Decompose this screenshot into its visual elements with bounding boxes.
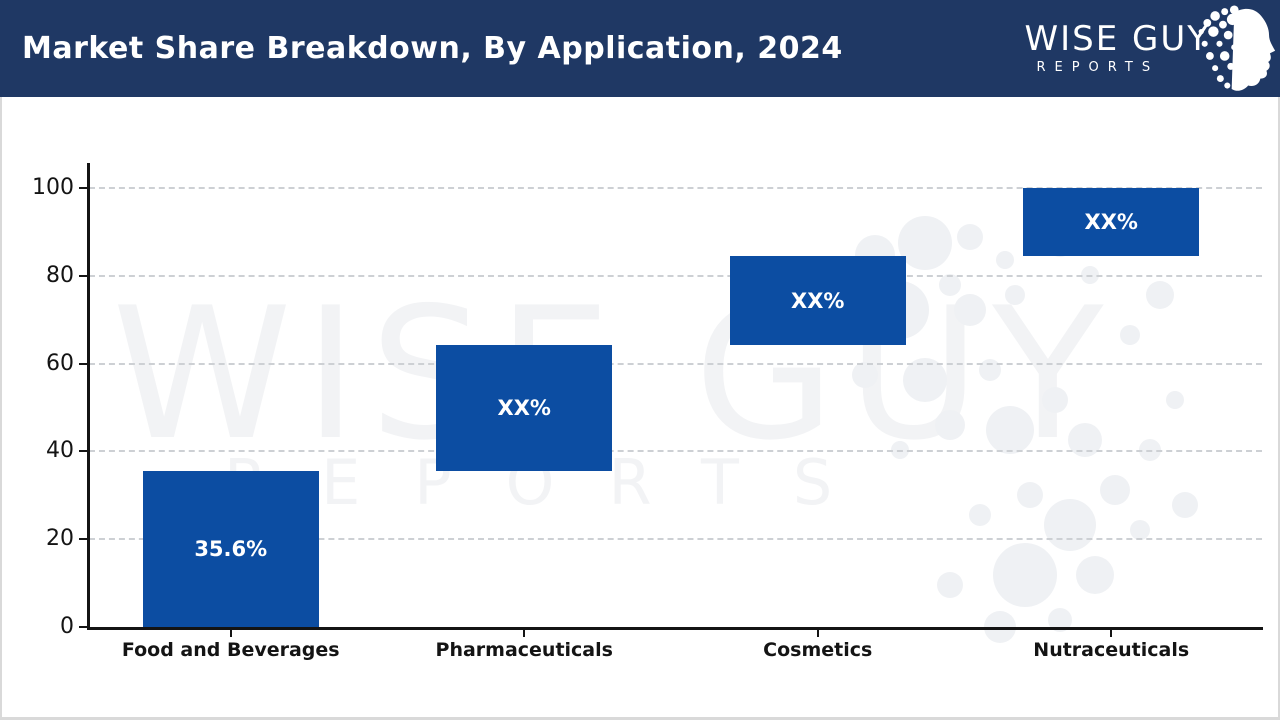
y-tick-20 <box>79 538 87 541</box>
y-tick-80 <box>79 274 87 277</box>
gridline-40 <box>89 450 1262 453</box>
bar-value-label: XX% <box>497 395 551 420</box>
y-tick-60 <box>79 362 87 365</box>
wise-guy-reports-logo: WISE GUY REPORTS <box>1024 4 1280 94</box>
y-tick-label: 0 <box>60 614 74 639</box>
x-axis-line <box>87 627 1263 630</box>
logo-text: WISE GUY REPORTS <box>1024 22 1210 75</box>
bar-segment: XX% <box>1023 187 1200 256</box>
x-tick-label: Cosmetics <box>763 639 873 661</box>
y-tick-label: 20 <box>46 526 74 552</box>
x-tick-2 <box>816 630 819 637</box>
bar-segment: 35.6% <box>142 470 319 627</box>
y-tick-label: 80 <box>46 262 74 288</box>
gridline-20 <box>89 538 1262 541</box>
frame-border-left <box>0 97 2 720</box>
frame-border-bottom <box>0 717 1280 720</box>
y-tick-label: 100 <box>32 174 74 200</box>
y-tick-0 <box>79 626 87 628</box>
gridline-100 <box>89 186 1262 189</box>
gridline-80 <box>89 274 1262 277</box>
y-tick-100 <box>79 186 87 189</box>
bar-segment: XX% <box>436 345 613 471</box>
bar-segment: XX% <box>729 255 906 346</box>
x-tick-0 <box>229 630 232 637</box>
page-title: Market Share Breakdown, By Application, … <box>22 31 843 66</box>
logo-subtitle: REPORTS <box>1036 60 1160 75</box>
dotted-head-icon <box>1198 5 1276 91</box>
y-axis-line <box>87 163 90 629</box>
y-tick-label: 60 <box>46 350 74 376</box>
x-tick-label: Pharmaceuticals <box>435 639 613 661</box>
bar-value-label: XX% <box>791 288 845 313</box>
frame-border-right <box>1278 97 1280 720</box>
x-tick-3 <box>1110 630 1113 637</box>
header: Market Share Breakdown, By Application, … <box>0 0 1280 97</box>
y-tick-label: 40 <box>46 438 74 464</box>
logo-name: WISE GUY <box>1024 19 1210 59</box>
gridline-60 <box>89 362 1262 365</box>
x-tick-1 <box>523 630 526 637</box>
x-tick-label: Nutraceuticals <box>1033 639 1190 661</box>
bar-value-label: 35.6% <box>194 536 268 561</box>
y-tick-40 <box>79 450 87 453</box>
bar-value-label: XX% <box>1084 209 1138 234</box>
x-tick-label: Food and Beverages <box>121 639 340 661</box>
